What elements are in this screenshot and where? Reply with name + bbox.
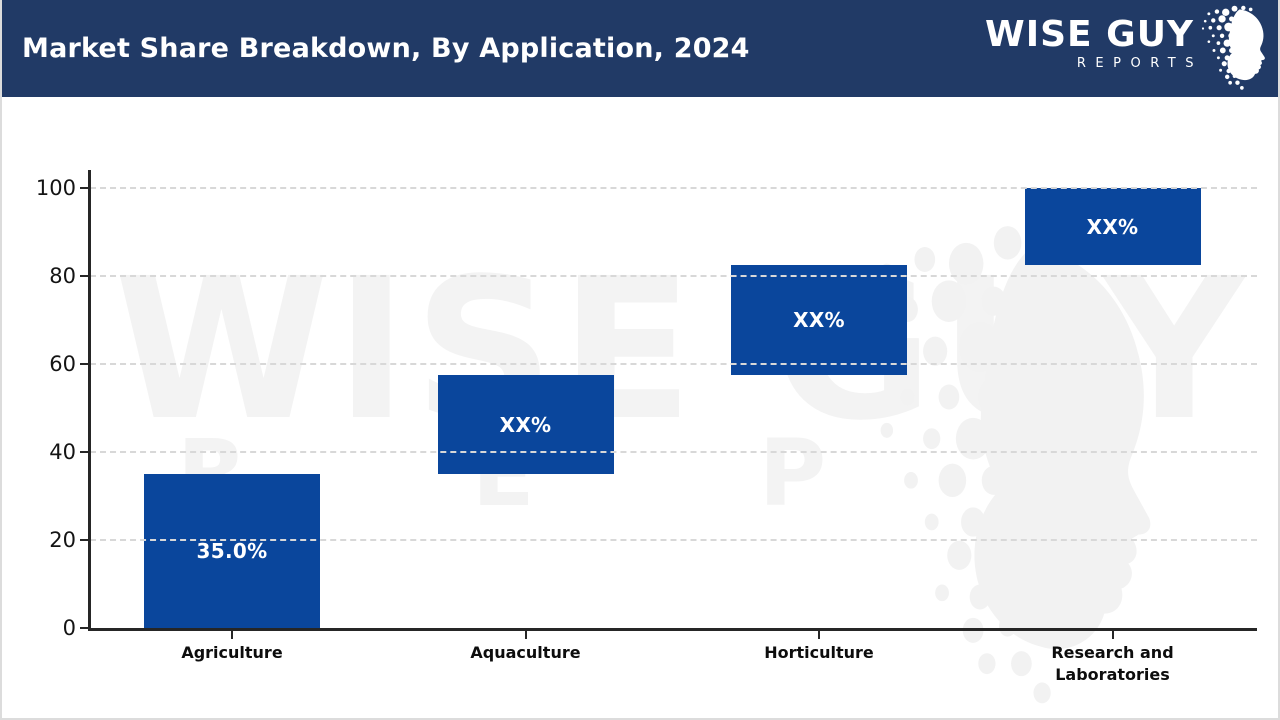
- x-axis-label-agriculture: Agriculture: [181, 643, 283, 662]
- header-bar: Market Share Breakdown, By Application, …: [2, 0, 1278, 97]
- gridline-60: [90, 363, 1257, 365]
- waterfall-chart: 0 20 40 60 80 100 35.0% Agriculture XX% Aquacultu…: [2, 97, 1278, 718]
- y-tick-label-60: 60: [49, 352, 76, 376]
- y-tick-0: [80, 627, 90, 629]
- brand-logo: WISE GUY REPORTS: [985, 16, 1194, 71]
- y-tick-60: [80, 363, 90, 365]
- bar-value-label-horticulture: XX%: [793, 308, 845, 332]
- brand-logo-subtext: REPORTS: [1076, 55, 1203, 71]
- y-tick-100: [80, 187, 90, 189]
- y-tick-80: [80, 275, 90, 277]
- y-tick-label-80: 80: [49, 264, 76, 288]
- page-title: Market Share Breakdown, By Application, …: [22, 33, 750, 64]
- x-tick-research-and-laboratories: [1111, 631, 1114, 639]
- brand-face-icon: [1196, 5, 1276, 93]
- gridline-20: [90, 539, 1257, 541]
- bar-horticulture: XX%: [731, 265, 907, 375]
- x-tick-aquaculture: [524, 631, 527, 639]
- bar-agriculture: 35.0%: [144, 474, 320, 628]
- brand-logo-wordmark: WISE GUY: [984, 14, 1194, 55]
- y-axis-line: [88, 170, 91, 631]
- x-axis-label-aquaculture: Aquaculture: [470, 643, 581, 662]
- gridline-80: [90, 275, 1257, 277]
- bar-value-label-aquaculture: XX%: [499, 412, 552, 437]
- bar-value-label-agriculture: 35.0%: [196, 539, 268, 563]
- y-tick-label-40: 40: [49, 440, 76, 464]
- gridline-100: [90, 187, 1257, 189]
- x-axis-label-horticulture: Horticulture: [764, 643, 874, 662]
- bar-value-label-research-and-laboratories: XX%: [1086, 214, 1139, 239]
- bar-aquaculture: XX%: [437, 375, 614, 474]
- y-tick-40: [80, 451, 90, 453]
- x-axis-label-research-and-laboratories: Research and Laboratories: [1051, 643, 1174, 684]
- y-tick-label-20: 20: [49, 528, 76, 552]
- x-axis-line: [88, 628, 1257, 631]
- y-tick-label-0: 0: [62, 616, 76, 640]
- x-tick-horticulture: [818, 631, 820, 639]
- y-tick-label-100: 100: [35, 176, 76, 200]
- gridline-40: [90, 451, 1257, 453]
- y-tick-20: [80, 539, 90, 541]
- x-tick-agriculture: [231, 631, 233, 639]
- bar-research-and-laboratories: XX%: [1024, 188, 1201, 265]
